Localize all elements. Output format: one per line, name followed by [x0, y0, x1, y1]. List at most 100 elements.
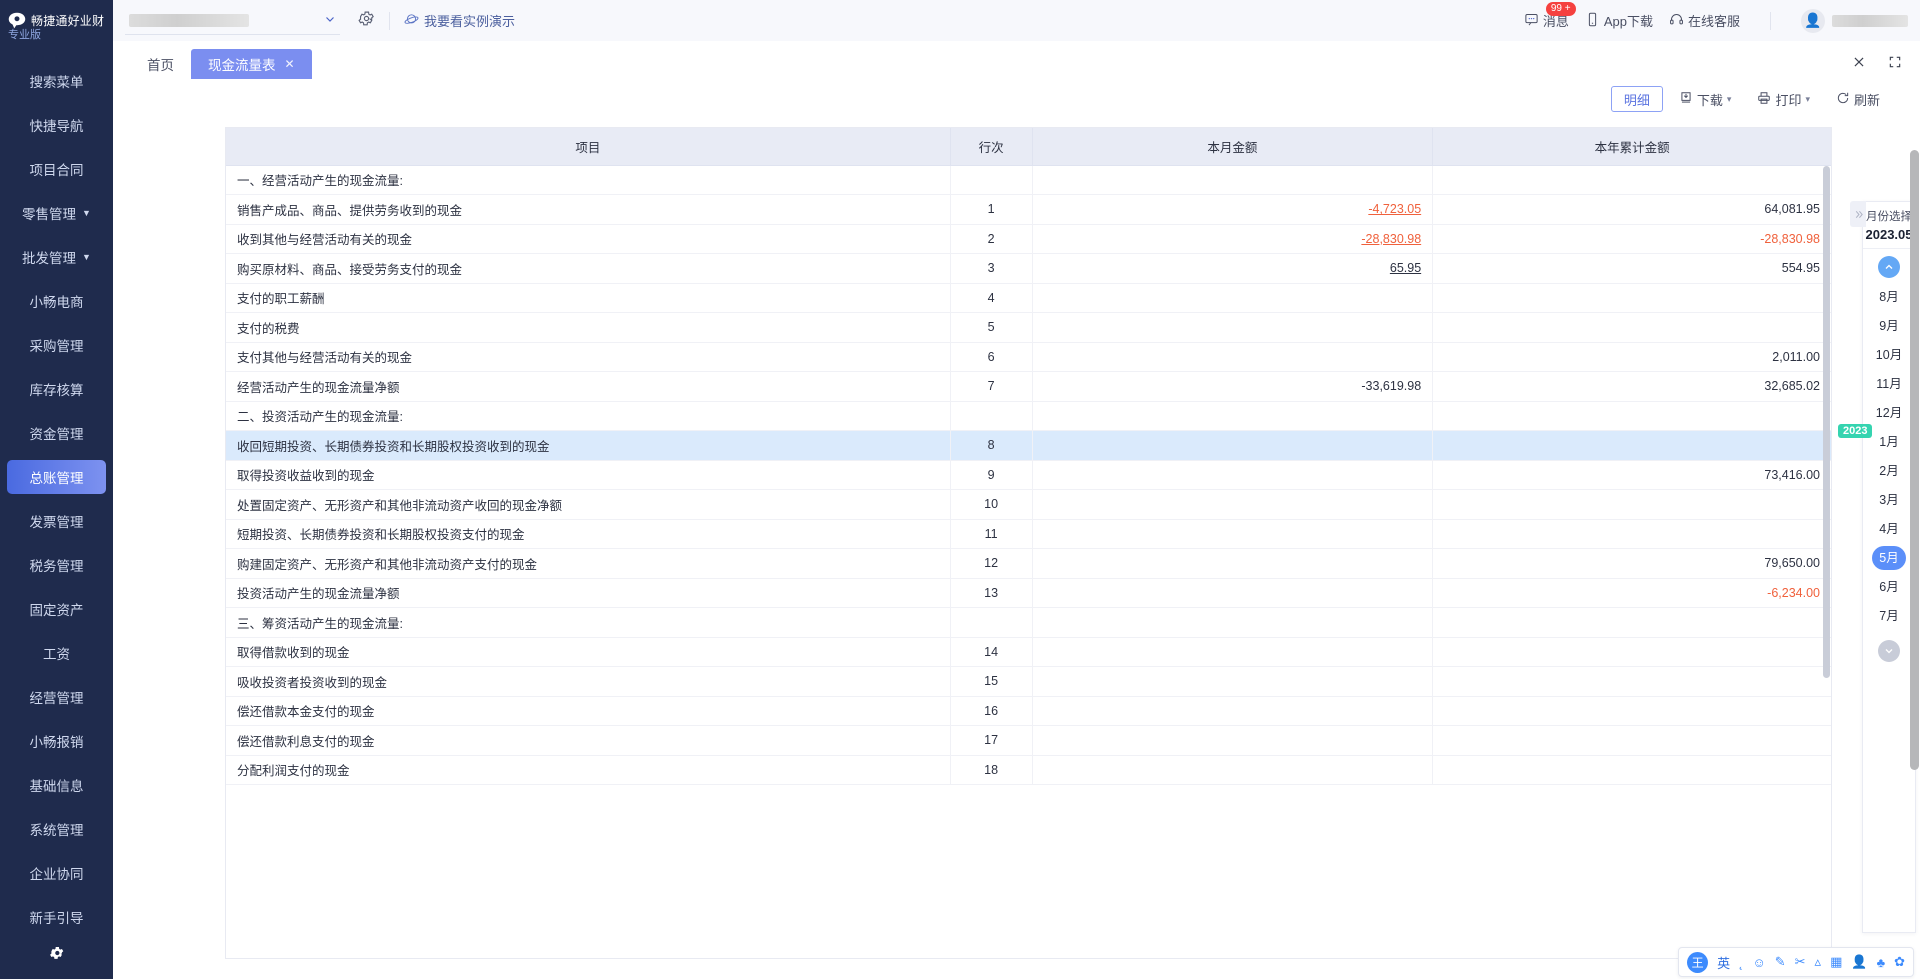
month-item-8[interactable]: 4月: [1879, 522, 1899, 536]
month-item-9[interactable]: 5月: [1872, 546, 1906, 570]
print-button[interactable]: 打印 ▾: [1747, 86, 1820, 112]
chevron-down-icon[interactable]: [324, 13, 336, 28]
sidebar-item-18[interactable]: 企业协同: [0, 851, 113, 895]
month-item-0[interactable]: 8月: [1879, 290, 1899, 304]
table-row[interactable]: 一、经营活动产生的现金流量:: [226, 165, 1831, 195]
pen-icon[interactable]: ✎: [1774, 954, 1786, 969]
table-row[interactable]: 取得借款收到的现金 14: [226, 637, 1831, 667]
sidebar-item-9[interactable]: 总账管理: [0, 455, 113, 499]
sidebar-item-5[interactable]: 小畅电商: [0, 279, 113, 323]
table-row[interactable]: 销售产成品、商品、提供劳务收到的现金 1 -4,723.05 64,081.95: [226, 194, 1831, 225]
chevron-up-circle-icon[interactable]: [1878, 256, 1900, 278]
sidebar-item-13[interactable]: 工资: [0, 631, 113, 675]
table-scrollbar-thumb[interactable]: [1823, 166, 1830, 678]
month-item-11[interactable]: 7月: [1879, 609, 1899, 623]
sidebar-item-19[interactable]: 新手引导: [0, 895, 113, 931]
table-row[interactable]: 取得投资收益收到的现金 9 73,416.00: [226, 460, 1831, 490]
download-button[interactable]: 下载 ▾: [1669, 86, 1742, 112]
table-row[interactable]: 支付其他与经营活动有关的现金 6 2,011.00: [226, 342, 1831, 372]
table-row[interactable]: 收到其他与经营活动有关的现金 2 -28,830.98 -28,830.98: [226, 224, 1831, 254]
month-item-5[interactable]: 1月: [1879, 435, 1899, 449]
table-header-1[interactable]: 行次: [950, 128, 1033, 166]
tab-home[interactable]: 首页: [130, 49, 191, 79]
chevron-down-circle-icon[interactable]: [1878, 640, 1900, 662]
sidebar-item-2[interactable]: 项目合同: [0, 147, 113, 191]
table-row[interactable]: 投资活动产生的现金流量净额 13 -6,234.00: [226, 578, 1831, 608]
amount-value[interactable]: 65.95: [1389, 261, 1422, 276]
table-row[interactable]: 短期投资、长期债券投资和长期股权投资支付的现金 11: [226, 519, 1831, 549]
table-row[interactable]: 三、筹资活动产生的现金流量:: [226, 607, 1831, 638]
user-profile[interactable]: 👤: [1801, 8, 1908, 33]
sidebar-item-17[interactable]: 系统管理: [0, 807, 113, 851]
user-icon[interactable]: 👤: [1851, 954, 1868, 969]
page-scrollbar[interactable]: [1910, 150, 1919, 937]
sidebar-item-1[interactable]: 快捷导航: [0, 103, 113, 147]
gear-icon[interactable]: ✿: [1894, 954, 1905, 969]
table-row[interactable]: 处置固定资产、无形资产和其他非流动资产收回的现金净额 10: [226, 489, 1831, 520]
ime-logo-icon[interactable]: 王: [1687, 951, 1709, 973]
keyboard-icon[interactable]: ▦: [1830, 954, 1843, 969]
month-item-2[interactable]: 10月: [1875, 348, 1903, 362]
month-panel-collapse-handle[interactable]: [1850, 201, 1866, 227]
table-header-3[interactable]: 本年累计金额: [1432, 128, 1831, 166]
month-item-3[interactable]: 11月: [1876, 377, 1902, 391]
sidebar-item-0[interactable]: 搜索菜单: [0, 59, 113, 103]
punctuation-icon[interactable]: ˛: [1739, 954, 1744, 970]
detail-button[interactable]: 明细: [1610, 86, 1663, 112]
table-scrollbar[interactable]: [1823, 166, 1830, 956]
sidebar-item-12[interactable]: 固定资产: [0, 587, 113, 631]
chevron-down-icon[interactable]: ▼: [82, 208, 91, 218]
topbar-action-1[interactable]: App下载: [1585, 11, 1653, 30]
table-row[interactable]: 收回短期投资、长期债券投资和长期股权投资收到的现金 8: [226, 430, 1831, 461]
table-header-2[interactable]: 本月金额: [1032, 128, 1434, 166]
table-header-0[interactable]: 项目: [226, 128, 951, 166]
ime-language-toggle[interactable]: 英: [1717, 955, 1731, 971]
settings-gear-icon[interactable]: [358, 10, 375, 31]
topbar-action-0[interactable]: 消息 99 +: [1524, 2, 1576, 30]
emoji-icon[interactable]: ☺: [1752, 954, 1766, 970]
cloud-icon[interactable]: ▵: [1814, 954, 1822, 969]
tab-cash-flow-statement[interactable]: 现金流量表 ✕: [191, 49, 312, 79]
company-select[interactable]: [125, 7, 340, 35]
sidebar-item-15[interactable]: 小畅报销: [0, 719, 113, 763]
month-item-4[interactable]: 12月: [1875, 406, 1903, 420]
fullscreen-icon[interactable]: [1882, 50, 1908, 74]
skin-icon[interactable]: ♣: [1876, 954, 1886, 970]
sidebar-item-8[interactable]: 资金管理: [0, 411, 113, 455]
sidebar-item-11[interactable]: 税务管理: [0, 543, 113, 587]
table-row[interactable]: 支付的职工薪酬 4: [226, 283, 1831, 313]
sidebar-item-14[interactable]: 经营管理: [0, 675, 113, 719]
sidebar-item-6[interactable]: 采购管理: [0, 323, 113, 367]
sidebar-settings[interactable]: [0, 931, 113, 979]
sidebar-item-10[interactable]: 发票管理: [0, 499, 113, 543]
sidebar-item-7[interactable]: 库存核算: [0, 367, 113, 411]
refresh-button[interactable]: 刷新: [1826, 86, 1890, 112]
gear-icon[interactable]: [49, 945, 65, 966]
table-row[interactable]: 偿还借款本金支付的现金 16: [226, 696, 1831, 726]
table-row[interactable]: 偿还借款利息支付的现金 17: [226, 725, 1831, 756]
table-row[interactable]: 分配利润支付的现金 18: [226, 755, 1831, 785]
close-icon[interactable]: ✕: [284, 57, 295, 71]
table-row[interactable]: 经营活动产生的现金流量净额 7 -33,619.98 32,685.02: [226, 371, 1831, 402]
page-scrollbar-thumb[interactable]: [1910, 150, 1919, 770]
month-item-6[interactable]: 2月: [1879, 464, 1899, 478]
month-item-10[interactable]: 6月: [1879, 580, 1899, 594]
table-row[interactable]: 支付的税费 5: [226, 312, 1831, 343]
sidebar-item-16[interactable]: 基础信息: [0, 763, 113, 807]
scissors-icon[interactable]: ✂: [1794, 954, 1806, 969]
sidebar-item-3[interactable]: 零售管理 ▼: [0, 191, 113, 235]
close-icon[interactable]: [1846, 50, 1872, 74]
table-row[interactable]: 二、投资活动产生的现金流量:: [226, 401, 1831, 431]
month-item-1[interactable]: 9月: [1879, 319, 1899, 333]
month-item-7[interactable]: 3月: [1879, 493, 1899, 507]
table-row[interactable]: 购建固定资产、无形资产和其他非流动资产支付的现金 12 79,650.00: [226, 548, 1831, 579]
amount-value[interactable]: -4,723.05: [1368, 202, 1422, 217]
amount-value[interactable]: -28,830.98: [1361, 231, 1422, 246]
sidebar-item-4[interactable]: 批发管理 ▼: [0, 235, 113, 279]
topbar-action-2[interactable]: 在线客服: [1669, 11, 1740, 30]
table-row[interactable]: 吸收投资者投资收到的现金 15: [226, 666, 1831, 697]
brand-logo[interactable]: 畅捷通好业财 专业版: [0, 0, 113, 41]
demo-link[interactable]: 我要看实例演示: [404, 11, 515, 30]
chevron-down-icon[interactable]: ▼: [82, 252, 91, 262]
table-row[interactable]: 购买原材料、商品、接受劳务支付的现金 3 65.95 554.95: [226, 253, 1831, 284]
